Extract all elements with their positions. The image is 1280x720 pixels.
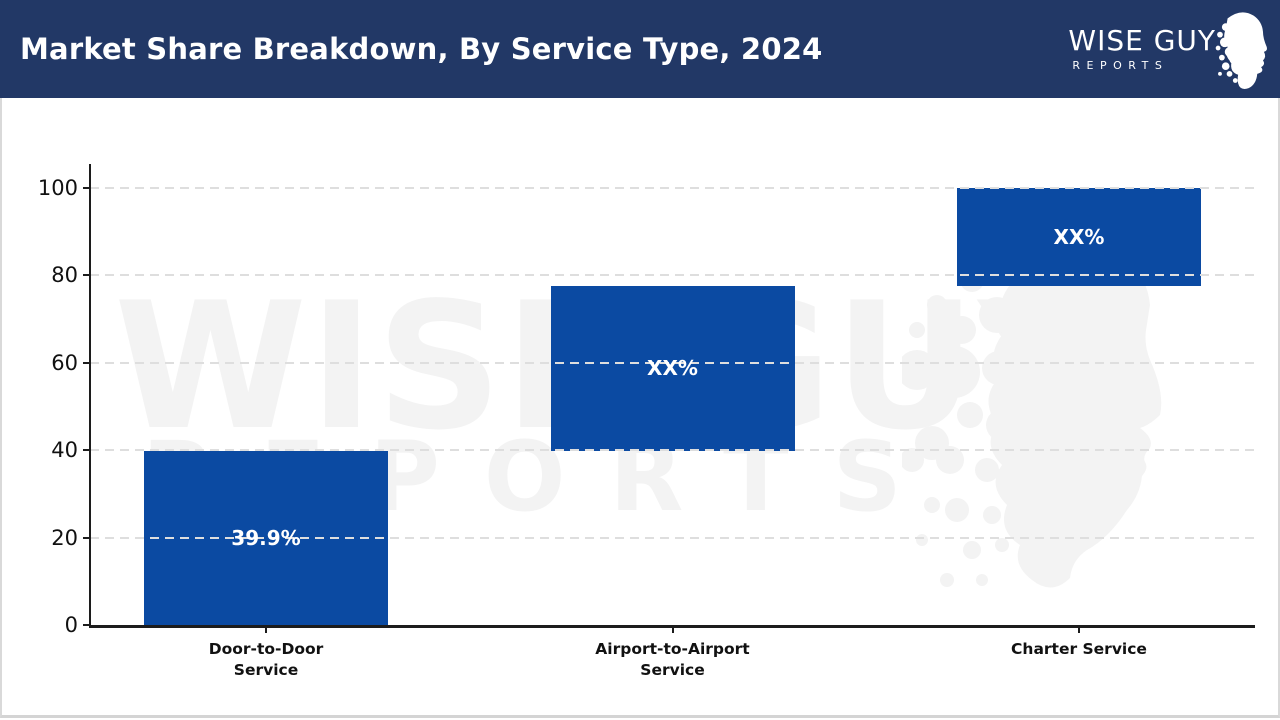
header-bar: Market Share Breakdown, By Service Type,…	[0, 0, 1280, 98]
y-tick-label: 100	[37, 176, 78, 200]
bar-value-label: XX%	[1053, 224, 1105, 249]
chart-title: Market Share Breakdown, By Service Type,…	[20, 32, 823, 66]
bar-value-label: XX%	[647, 356, 698, 381]
gridline	[90, 361, 1255, 364]
chart-area: WISE GUY REPORTS	[2, 98, 1278, 715]
y-tick-label: 20	[51, 525, 78, 550]
y-tick-label: 40	[51, 438, 78, 463]
gridline	[90, 536, 1255, 539]
y-tick-mark	[83, 187, 90, 189]
x-tick-label: Charter Service	[1011, 640, 1147, 658]
y-tick-mark	[83, 624, 90, 626]
x-tick-label: Door-to-Door Service	[208, 640, 324, 679]
gridline	[90, 187, 1255, 189]
logo-text: WISE GUY REPORTS	[1068, 24, 1216, 72]
y-tick-label: 80	[51, 263, 78, 288]
x-tick-mark	[265, 625, 267, 633]
bar-value-label: 39.9%	[231, 525, 301, 550]
logo-head-icon	[1215, 12, 1267, 89]
gridline	[90, 449, 1255, 452]
wise-guy-reports-logo: WISE GUY REPORTS	[1068, 4, 1272, 94]
x-tick-mark	[671, 625, 674, 633]
y-tick-mark	[83, 361, 90, 364]
chart-canvas: WISE GUY REPORTS	[0, 98, 1280, 718]
gridline	[90, 274, 1255, 277]
watermark-head-icon	[902, 218, 1162, 588]
bar	[550, 285, 795, 451]
y-tick-label: 60	[51, 350, 78, 375]
y-tick-mark	[83, 274, 90, 277]
y-tick-label: 0	[64, 613, 78, 637]
x-tick-mark	[1078, 625, 1080, 633]
logo-subtitle: REPORTS	[1072, 58, 1169, 72]
logo-wordmark: WISE GUY	[1068, 24, 1216, 58]
y-axis-spine	[89, 164, 91, 628]
x-tick-label: Airport-to-Airport Service	[595, 640, 750, 679]
y-tick-mark	[83, 536, 90, 539]
y-tick-mark	[83, 449, 90, 452]
bar	[957, 188, 1201, 286]
